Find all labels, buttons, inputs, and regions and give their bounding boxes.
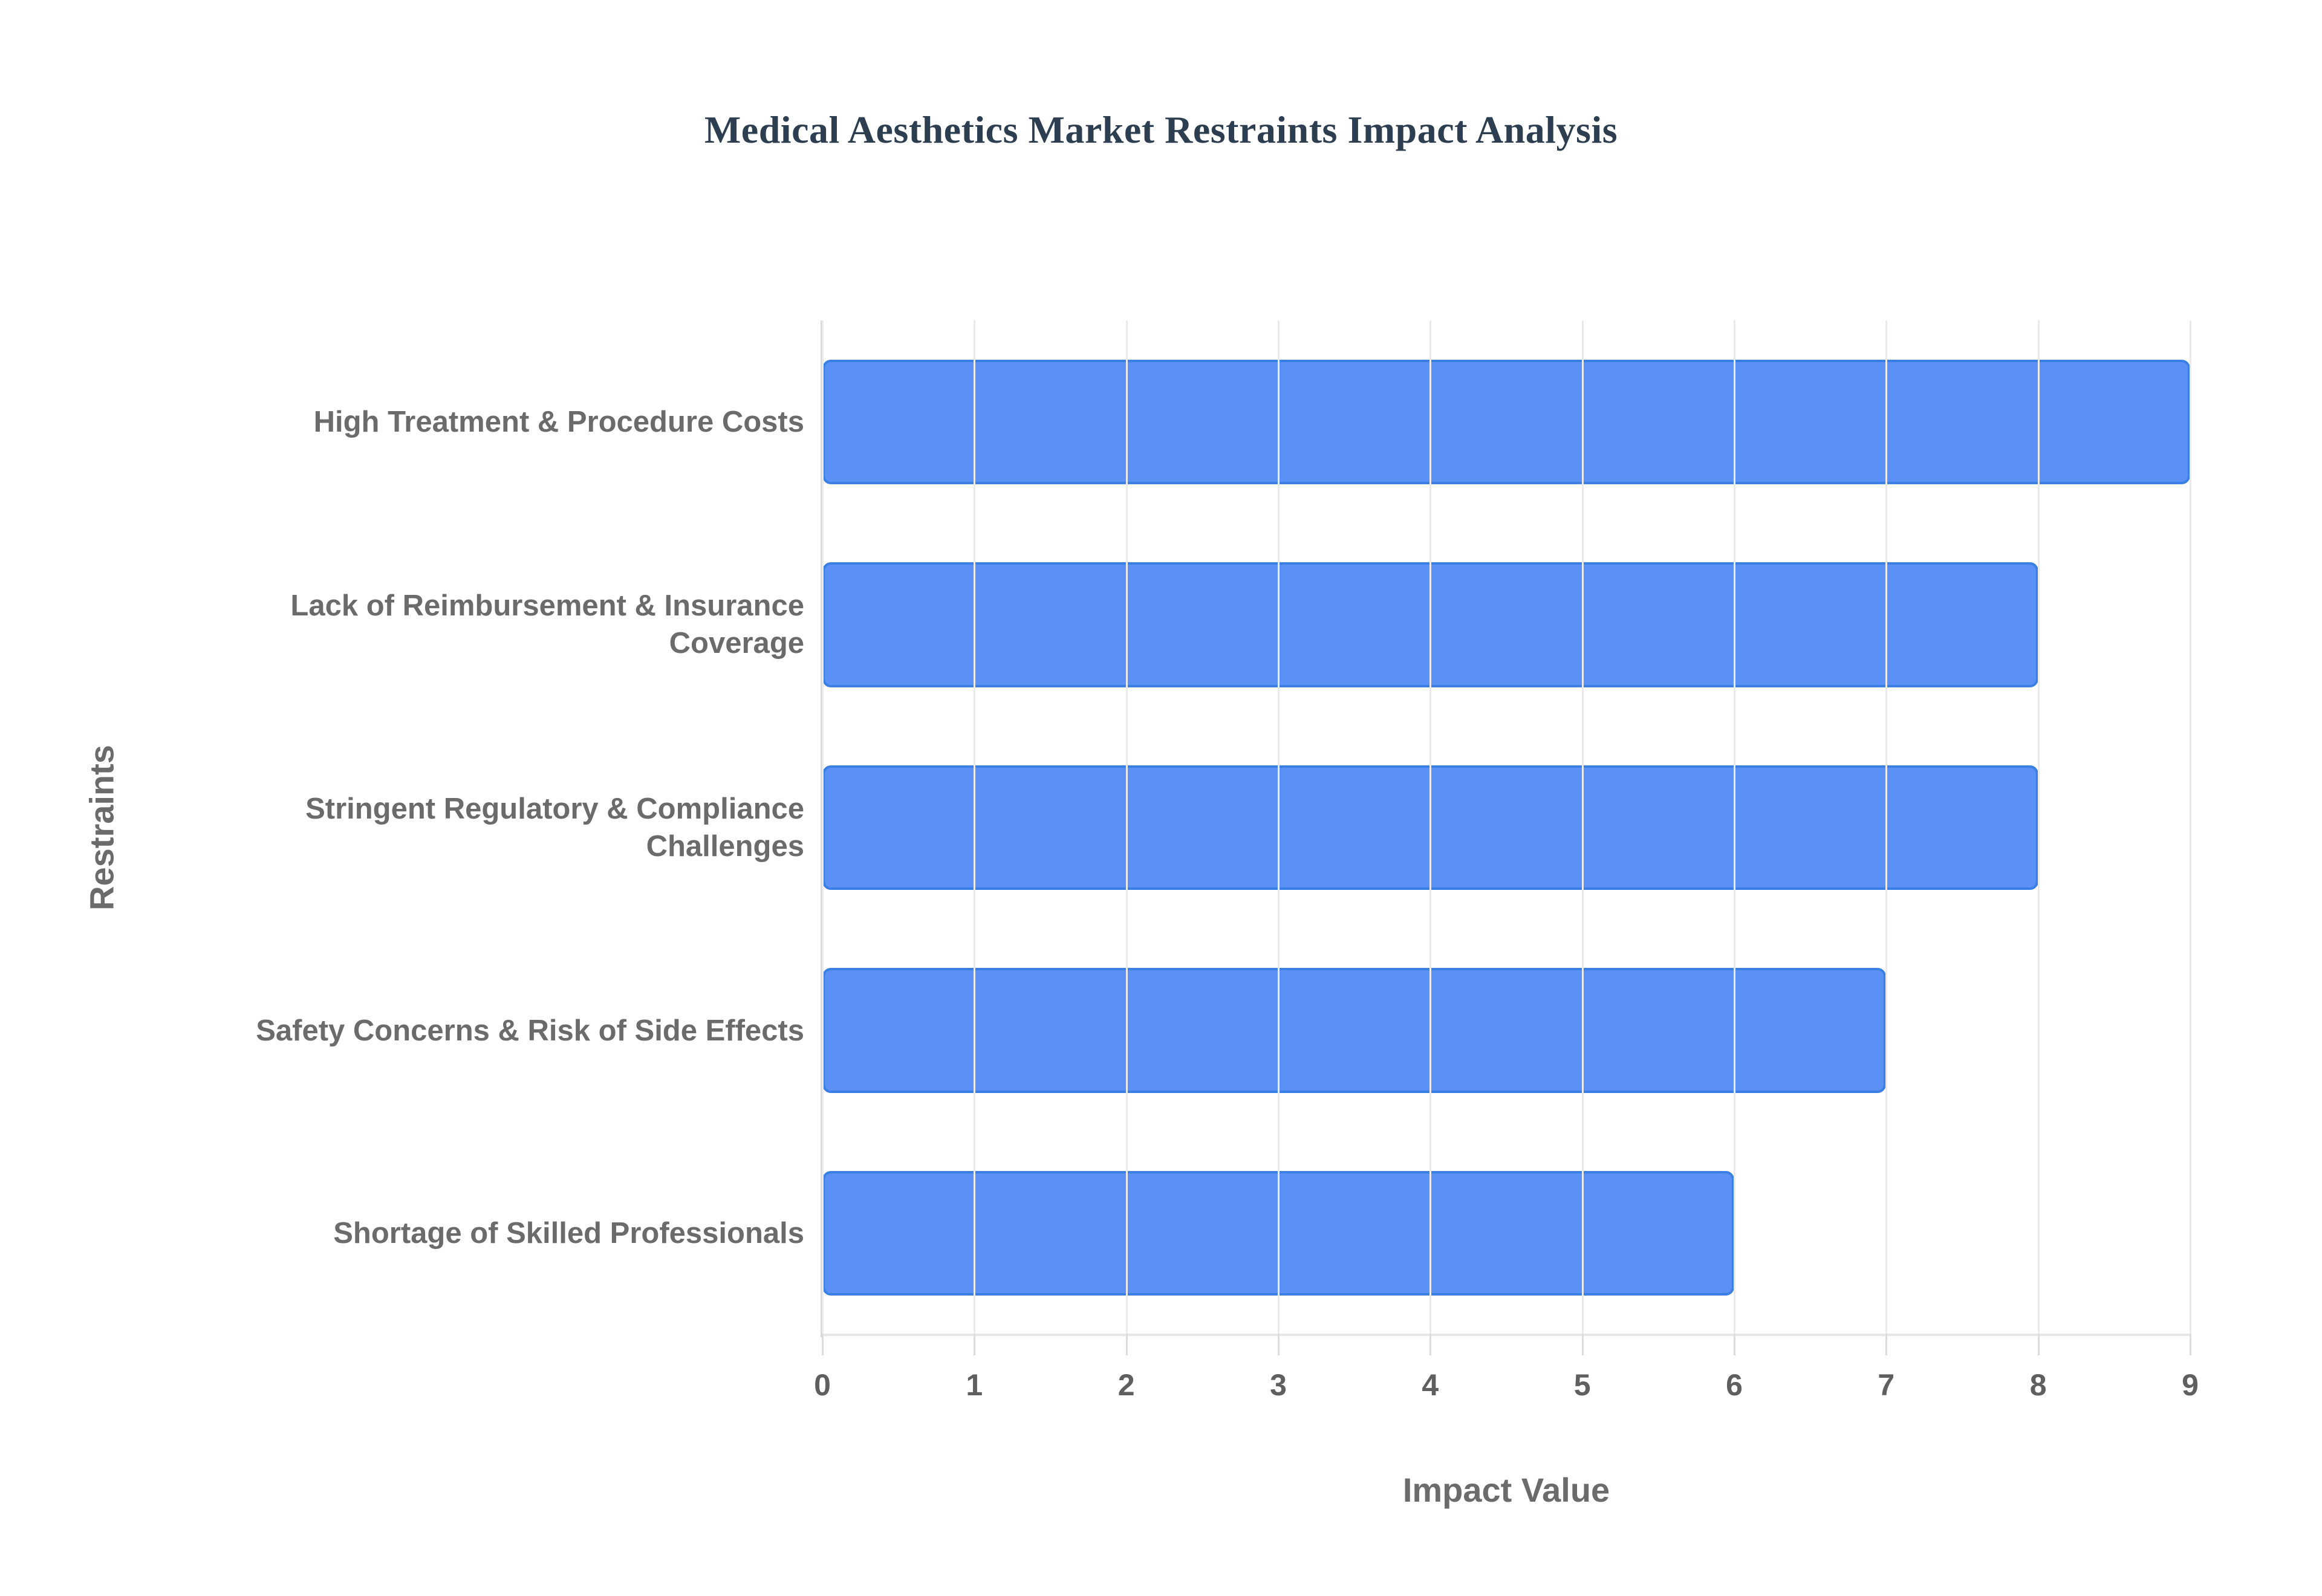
x-tick-label: 8 [2029, 1368, 2047, 1402]
x-tick-label: 7 [1878, 1368, 1895, 1402]
x-tick-mark [1429, 1334, 1432, 1355]
gridline [1885, 320, 1888, 1335]
x-tick-label: 0 [814, 1368, 831, 1402]
plot-area [822, 320, 2190, 1335]
bar-row [822, 1171, 2190, 1296]
x-tick-mark [1734, 1334, 1735, 1355]
x-tick-mark [974, 1334, 976, 1355]
x-tick-mark [1581, 1334, 1584, 1355]
y-tick-label: Safety Concerns & Risk of Side Effects [256, 1014, 804, 1047]
y-tick-label: Lack of Reimbursement & Insurance Covera… [290, 589, 804, 660]
x-tick-mark [1125, 1334, 1128, 1355]
x-tick-mark [822, 1334, 824, 1355]
gridline [1125, 320, 1128, 1335]
x-tick-label: 1 [966, 1368, 983, 1402]
x-tick-label: 5 [1573, 1368, 1591, 1402]
gridline [1429, 320, 1432, 1335]
x-tick-mark [2190, 1334, 2191, 1355]
chart-title: Medical Aesthetics Market Restraints Imp… [704, 108, 1618, 151]
x-tick-mark [2037, 1334, 2040, 1355]
y-tick-label: High Treatment & Procedure Costs [313, 405, 804, 438]
x-tick-mark [1278, 1334, 1280, 1355]
x-tick-label: 2 [1117, 1368, 1135, 1402]
x-tick-label: 3 [1270, 1368, 1287, 1402]
x-tick-label: 6 [1726, 1368, 1743, 1402]
y-tick-label: Stringent Regulatory & Compliance Challe… [305, 793, 804, 863]
bar-row [822, 562, 2190, 687]
gridline [1278, 320, 1280, 1335]
x-tick-mark [1885, 1334, 1888, 1355]
gridline [1734, 320, 1735, 1335]
gridline [974, 320, 976, 1335]
x-tick-label: 4 [1422, 1368, 1439, 1402]
x-axis-line [822, 1334, 2190, 1336]
bar[interactable] [822, 968, 1887, 1093]
bar-row [822, 359, 2190, 484]
y-tick-label: Shortage of Skilled Professionals [333, 1217, 804, 1250]
gridline [1581, 320, 1584, 1335]
bar[interactable] [822, 359, 2190, 484]
bar-row [822, 765, 2190, 890]
bar-row [822, 968, 2190, 1093]
x-axis-title: Impact Value [1402, 1471, 1610, 1509]
gridline [2037, 320, 2040, 1335]
gridline [2190, 320, 2191, 1335]
y-axis-title: Restraints [82, 745, 121, 910]
gridline [822, 320, 824, 1335]
x-tick-label: 9 [2182, 1368, 2199, 1402]
